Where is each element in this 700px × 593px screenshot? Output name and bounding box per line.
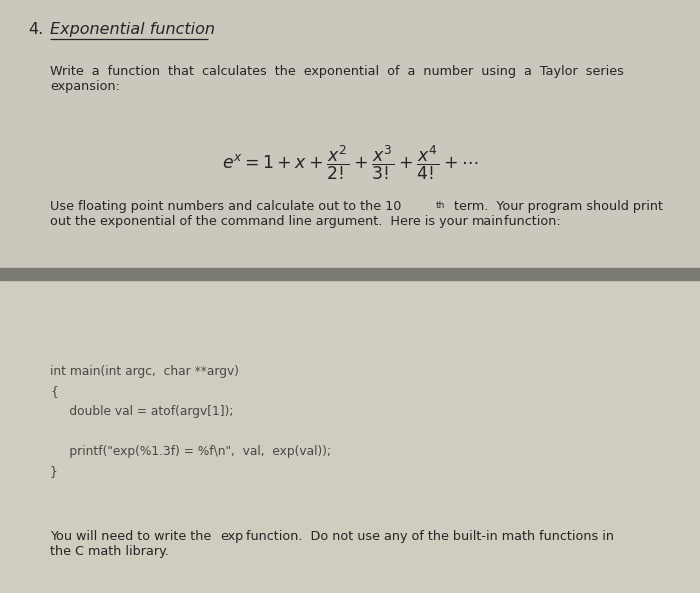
Text: term.  Your program should print: term. Your program should print xyxy=(450,200,663,213)
Text: function:: function: xyxy=(500,215,561,228)
Text: Exponential function: Exponential function xyxy=(50,22,215,37)
Text: $e^x = 1 + x + \dfrac{x^2}{2!} + \dfrac{x^3}{3!} + \dfrac{x^4}{4!} + \cdots$: $e^x = 1 + x + \dfrac{x^2}{2!} + \dfrac{… xyxy=(222,144,478,182)
Text: exp: exp xyxy=(220,530,244,543)
Text: double val = atof(argv[1]);: double val = atof(argv[1]); xyxy=(50,405,233,418)
Text: expansion:: expansion: xyxy=(50,80,120,93)
Text: {: { xyxy=(50,385,58,398)
Text: Write  a  function  that  calculates  the  exponential  of  a  number  using  a : Write a function that calculates the exp… xyxy=(50,65,624,78)
Text: 4.: 4. xyxy=(28,22,43,37)
Text: the C math library.: the C math library. xyxy=(50,545,169,558)
Text: th: th xyxy=(436,201,445,210)
Text: int main(int argc,  char **argv): int main(int argc, char **argv) xyxy=(50,365,239,378)
Text: main: main xyxy=(472,215,504,228)
Text: printf("exp(%1.3f) = %f\n",  val,  exp(val));: printf("exp(%1.3f) = %f\n", val, exp(val… xyxy=(50,445,331,458)
Text: out the exponential of the command line argument.  Here is your: out the exponential of the command line … xyxy=(50,215,472,228)
Bar xyxy=(0,280,700,593)
Bar xyxy=(0,268,700,280)
Text: Use floating point numbers and calculate out to the 10: Use floating point numbers and calculate… xyxy=(50,200,401,213)
Text: }: } xyxy=(50,465,57,478)
Text: You will need to write the: You will need to write the xyxy=(50,530,216,543)
Text: function.  Do not use any of the built-in math functions in: function. Do not use any of the built-in… xyxy=(242,530,614,543)
